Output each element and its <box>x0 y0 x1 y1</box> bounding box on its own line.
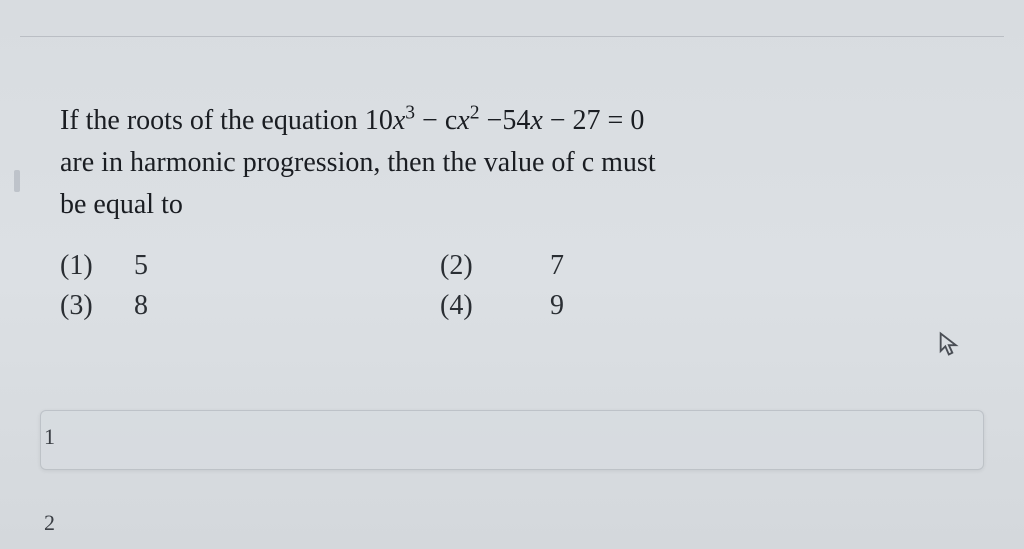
cursor-icon <box>936 330 964 358</box>
question-line3: be equal to <box>60 189 183 220</box>
footer-label-2: 2 <box>44 510 55 536</box>
eq-b-exp: 2 <box>470 103 480 124</box>
eq-a-var: x <box>393 105 405 136</box>
option-2-num: (2) <box>440 250 510 282</box>
footer-label-1: 1 <box>44 424 55 450</box>
option-4[interactable]: (4) 9 <box>440 290 820 322</box>
question-page: If the roots of the equation 10x3 − cx2 … <box>0 0 1024 342</box>
eq-eq: = <box>601 105 631 136</box>
eq-d-sign: − <box>543 105 573 136</box>
option-2[interactable]: (2) 7 <box>440 250 820 282</box>
answer-input-box[interactable] <box>40 410 984 470</box>
eq-a-coef: 10 <box>365 105 393 136</box>
eq-a-exp: 3 <box>405 103 415 124</box>
option-3-val: 8 <box>130 290 148 322</box>
option-3[interactable]: (3) 8 <box>60 290 440 322</box>
option-4-num: (4) <box>440 290 510 322</box>
question-text: If the roots of the equation 10x3 − cx2 … <box>60 100 860 226</box>
eq-c-coef: 54 <box>502 105 530 136</box>
eq-d-const: 27 <box>573 105 601 136</box>
option-2-val: 7 <box>510 250 564 282</box>
option-4-val: 9 <box>510 290 564 322</box>
option-1-val: 5 <box>130 250 148 282</box>
eq-c-sign: − <box>480 105 503 136</box>
eq-b-var: x <box>457 105 469 136</box>
options-grid: (1) 5 (2) 7 (3) 8 (4) 9 <box>60 250 964 322</box>
left-margin-mark <box>14 170 20 192</box>
eq-b-sign: − <box>415 105 445 136</box>
option-3-num: (3) <box>60 290 130 322</box>
option-1-num: (1) <box>60 250 130 282</box>
option-1[interactable]: (1) 5 <box>60 250 440 282</box>
equation: 10x3 − cx2 −54x − 27 = 0 <box>365 105 645 136</box>
eq-b-coef: c <box>445 105 457 136</box>
question-line2: are in harmonic progression, then the va… <box>60 147 656 178</box>
top-divider <box>20 36 1004 37</box>
eq-rhs: 0 <box>630 105 644 136</box>
eq-c-var: x <box>530 105 542 136</box>
question-prefix: If the roots of the equation <box>60 105 365 136</box>
